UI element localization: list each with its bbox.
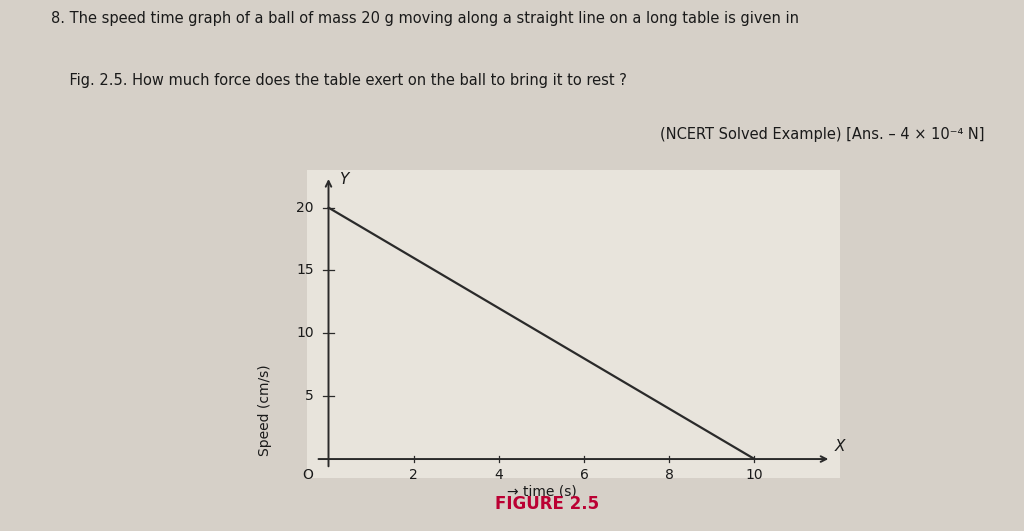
Text: → time (s): → time (s) <box>507 484 577 498</box>
Text: 8: 8 <box>665 468 674 482</box>
Text: FIGURE 2.5: FIGURE 2.5 <box>495 495 599 513</box>
Text: 20: 20 <box>296 201 313 215</box>
Text: 5: 5 <box>305 389 313 403</box>
Text: Y: Y <box>339 173 348 187</box>
Text: 15: 15 <box>296 263 313 278</box>
Text: 2: 2 <box>410 468 418 482</box>
Text: 10: 10 <box>296 327 313 340</box>
Text: 4: 4 <box>495 468 503 482</box>
Text: 10: 10 <box>745 468 763 482</box>
Text: (NCERT Solved Example) [Ans. – 4 × 10⁻⁴ N]: (NCERT Solved Example) [Ans. – 4 × 10⁻⁴ … <box>660 127 984 142</box>
Text: Fig. 2.5. How much force does the table exert on the ball to bring it to rest ?: Fig. 2.5. How much force does the table … <box>51 73 627 88</box>
Text: Speed (cm/s): Speed (cm/s) <box>258 365 271 456</box>
Text: O: O <box>303 468 313 482</box>
Text: 8. The speed time graph of a ball of mass 20 g moving along a straight line on a: 8. The speed time graph of a ball of mas… <box>51 11 799 25</box>
Text: X: X <box>835 439 845 454</box>
Text: 6: 6 <box>580 468 589 482</box>
